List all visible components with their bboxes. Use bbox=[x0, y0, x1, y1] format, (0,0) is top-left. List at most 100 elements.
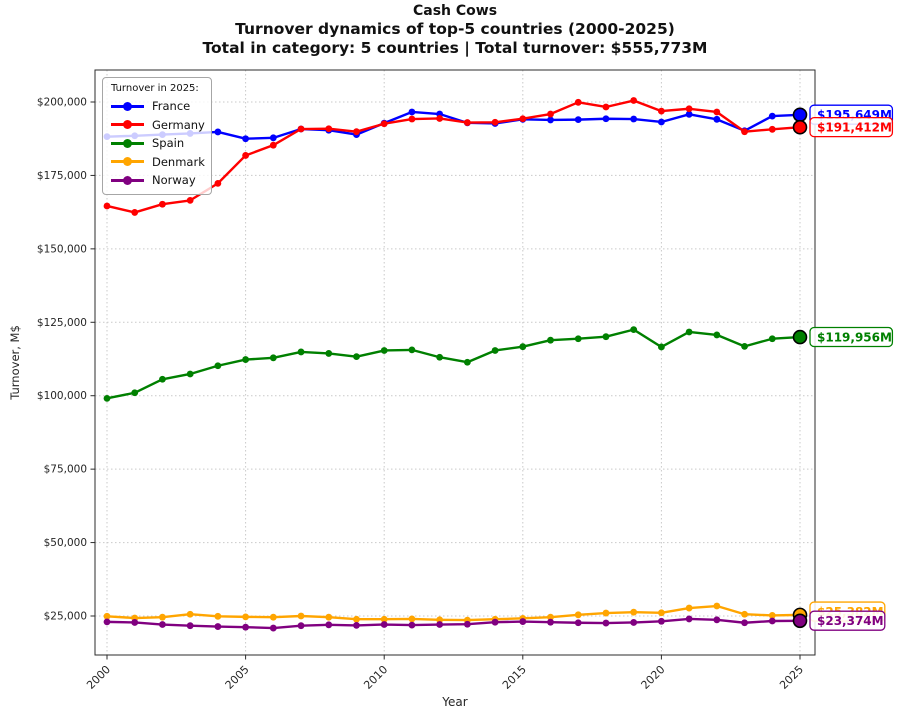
data-point-marker bbox=[574, 611, 582, 619]
y-tick-label: $175,000 bbox=[37, 170, 87, 182]
data-point-marker bbox=[408, 346, 416, 354]
chart-subtitle: Turnover dynamics of top-5 countries (20… bbox=[235, 20, 675, 38]
data-point-marker bbox=[214, 179, 222, 187]
data-point-marker bbox=[103, 618, 111, 626]
x-axis-label: Year bbox=[441, 695, 467, 709]
data-point-marker bbox=[768, 125, 776, 133]
data-point-marker bbox=[685, 328, 693, 336]
data-point-marker bbox=[463, 119, 471, 126]
legend-item-label: Germany bbox=[152, 117, 205, 132]
data-point-marker bbox=[242, 613, 250, 621]
data-point-marker bbox=[741, 619, 748, 627]
data-point-marker bbox=[380, 615, 388, 623]
data-point-marker bbox=[741, 342, 748, 350]
data-point-marker bbox=[408, 108, 416, 116]
data-point-marker bbox=[630, 115, 638, 123]
data-point-marker bbox=[325, 613, 333, 621]
data-point-marker bbox=[602, 619, 610, 627]
x-tick-label: 2000 bbox=[84, 663, 113, 692]
x-tick-label: 2025 bbox=[777, 663, 806, 692]
data-point-marker bbox=[159, 375, 166, 383]
data-point-marker bbox=[658, 107, 665, 115]
legend-title: Turnover in 2025: bbox=[111, 83, 199, 94]
data-point-marker bbox=[380, 621, 388, 628]
legend-item-spain: Spain bbox=[111, 134, 203, 153]
data-point-marker bbox=[103, 394, 111, 402]
legend-item-label: Spain bbox=[152, 136, 185, 151]
data-point-marker bbox=[297, 612, 305, 620]
legend-marker-icon bbox=[123, 120, 132, 130]
y-axis-label: Turnover, M$ bbox=[8, 325, 22, 401]
legend-line-sample-icon bbox=[111, 138, 144, 148]
data-point-marker bbox=[630, 97, 638, 104]
y-tick-label: $150,000 bbox=[37, 243, 87, 255]
data-point-marker bbox=[131, 389, 139, 397]
data-point-marker bbox=[547, 336, 554, 344]
end-label-box-norway bbox=[809, 610, 886, 631]
data-point-marker bbox=[768, 617, 776, 625]
data-point-marker bbox=[463, 358, 471, 366]
data-point-marker bbox=[297, 622, 305, 630]
x-tick-label: 2015 bbox=[500, 663, 529, 692]
data-point-marker bbox=[408, 115, 416, 123]
chart-title: Cash Cows bbox=[412, 3, 498, 19]
legend-item-germany: Germany bbox=[111, 116, 205, 135]
y-tick-label: $125,000 bbox=[37, 317, 87, 329]
legend-marker-icon bbox=[123, 175, 132, 185]
data-point-marker bbox=[574, 116, 582, 124]
legend-item-label: Norway bbox=[152, 173, 196, 188]
data-point-marker bbox=[269, 134, 277, 142]
data-point-marker bbox=[713, 331, 721, 339]
data-point-marker bbox=[242, 152, 250, 159]
data-point-marker bbox=[103, 202, 111, 210]
data-point-marker bbox=[159, 200, 166, 208]
chart-summary: Total in category: 5 countries | Total t… bbox=[202, 39, 708, 57]
data-point-marker bbox=[131, 209, 139, 216]
end-label-box-germany bbox=[809, 116, 894, 138]
end-label-box-spain bbox=[809, 326, 894, 348]
data-point-marker bbox=[658, 609, 665, 617]
legend: Turnover in 2025: France Germany Spain Denm… bbox=[102, 77, 212, 195]
data-point-marker bbox=[547, 116, 554, 124]
data-point-marker bbox=[353, 615, 360, 623]
data-point-marker bbox=[214, 128, 222, 136]
data-point-marker bbox=[741, 128, 748, 136]
data-point-marker bbox=[131, 619, 139, 626]
data-point-marker bbox=[380, 347, 388, 354]
data-point-marker bbox=[685, 110, 693, 118]
data-point-marker bbox=[436, 115, 444, 122]
data-point-marker bbox=[353, 621, 360, 629]
data-point-marker bbox=[547, 613, 554, 621]
data-point-marker bbox=[768, 112, 776, 120]
data-point-marker bbox=[214, 612, 222, 620]
y-tick-label: $50,000 bbox=[44, 537, 87, 549]
data-point-marker bbox=[159, 621, 166, 628]
data-point-marker bbox=[574, 335, 582, 343]
series-line-spain bbox=[106, 328, 801, 400]
data-point-marker bbox=[658, 617, 665, 625]
data-point-marker bbox=[658, 343, 665, 351]
data-point-marker bbox=[491, 347, 499, 354]
data-point-marker bbox=[186, 370, 194, 378]
endpoint-marker-france bbox=[792, 107, 808, 123]
data-point-marker bbox=[242, 623, 250, 631]
data-point-marker bbox=[741, 610, 748, 618]
data-point-marker bbox=[353, 128, 360, 136]
data-point-marker bbox=[436, 621, 444, 628]
data-point-marker bbox=[353, 353, 360, 361]
data-point-marker bbox=[436, 353, 444, 361]
data-point-marker bbox=[269, 354, 277, 362]
data-point-marker bbox=[242, 356, 250, 363]
data-point-marker bbox=[713, 115, 721, 123]
data-point-marker bbox=[685, 105, 693, 113]
y-tick-label: $200,000 bbox=[37, 97, 87, 109]
data-point-marker bbox=[547, 110, 554, 118]
data-point-marker bbox=[602, 115, 610, 123]
y-tick-label: $75,000 bbox=[44, 464, 87, 476]
legend-line-sample-icon bbox=[111, 157, 144, 167]
legend-item-france: France bbox=[111, 97, 203, 116]
data-point-marker bbox=[463, 620, 471, 628]
data-point-marker bbox=[685, 604, 693, 612]
